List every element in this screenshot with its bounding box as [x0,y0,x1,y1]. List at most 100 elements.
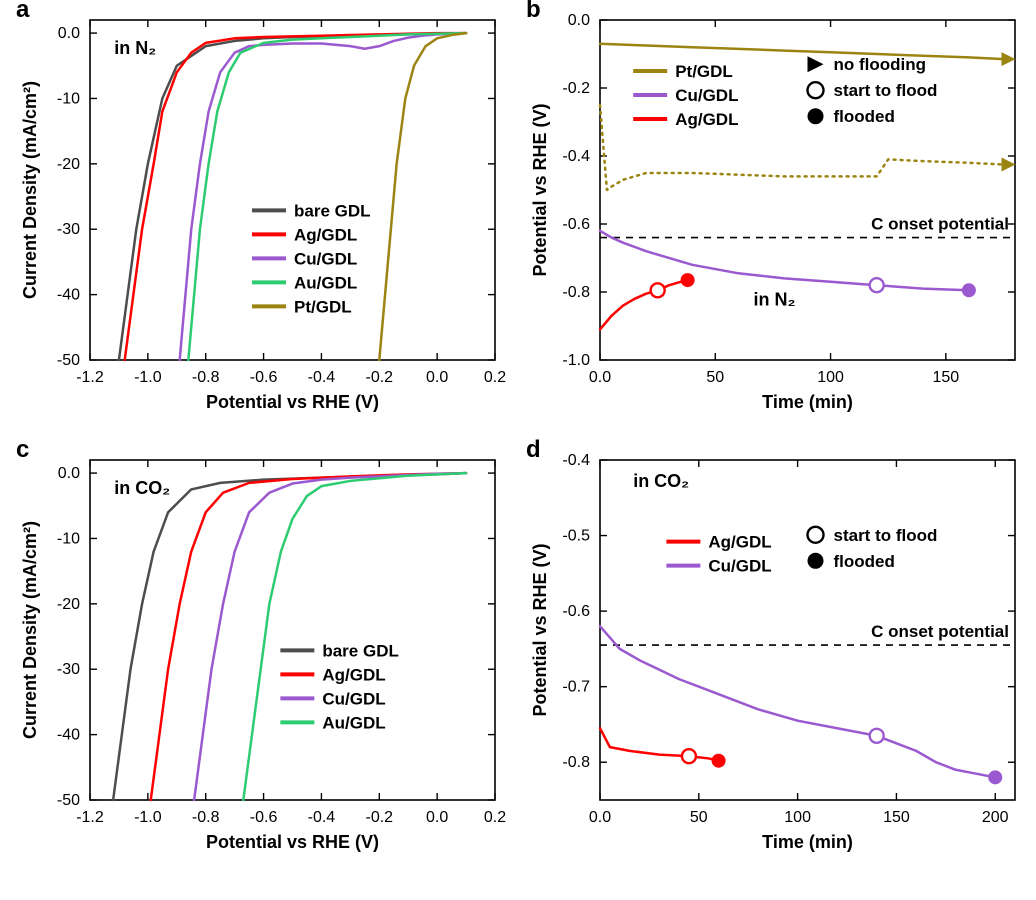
legend-item-label: Au/GDL [322,713,385,732]
svg-text:-0.5: -0.5 [562,528,590,545]
svg-text:100: 100 [817,369,844,386]
arrow-right-icon [1001,158,1015,172]
svg-text:150: 150 [932,369,959,386]
x-axis-label: Time (min) [762,392,853,412]
svg-text:-0.8: -0.8 [192,809,220,826]
svg-text:-30: -30 [57,661,80,678]
svg-text:0.2: 0.2 [484,369,506,386]
filled-circle-icon [962,283,976,297]
svg-text:-50: -50 [57,352,80,369]
legend-item-label: Au/GDL [294,273,357,292]
in-gas-annotation: in CO₂ [114,478,170,498]
series-line [600,728,719,760]
svg-text:-0.6: -0.6 [250,369,278,386]
marker-legend-label: start to flood [834,526,938,545]
open-circle-icon [651,283,665,297]
series-line [113,473,466,800]
svg-text:0.2: 0.2 [484,809,506,826]
panel-label: b [526,0,541,24]
legend-item-label: bare GDL [294,201,371,220]
series-line [243,473,466,800]
c-onset-label: C onset potential [871,622,1009,641]
svg-text:50: 50 [690,809,708,826]
svg-text:0.0: 0.0 [589,369,611,386]
svg-text:-30: -30 [57,221,80,238]
svg-text:-0.4: -0.4 [562,148,590,165]
legend-item-label: Cu/GDL [708,557,771,576]
triangle-right-icon [808,56,824,72]
legend-item-label: Pt/GDL [294,297,352,316]
in-gas-annotation: in N₂ [754,290,796,310]
svg-text:0.0: 0.0 [58,465,80,482]
legend-item-label: bare GDL [322,641,399,660]
figure-root: a -1.2 -1.0 -0.8 -0.6 -0.4 -0.2 0.0 0.2 -50 -40 -30… [0,0,1036,900]
filled-circle-icon [808,108,824,124]
svg-text:-20: -20 [57,596,80,613]
svg-text:100: 100 [784,809,811,826]
open-circle-icon [870,278,884,292]
svg-text:-0.6: -0.6 [562,216,590,233]
panel-label: c [16,436,29,464]
svg-text:0.0: 0.0 [426,369,448,386]
svg-text:-20: -20 [57,156,80,173]
filled-circle-icon [681,273,695,287]
arrow-right-icon [1001,52,1015,66]
svg-text:0.0: 0.0 [426,809,448,826]
y-axis-label: Potential vs RHE (V) [530,103,550,276]
svg-text:-50: -50 [57,792,80,809]
svg-text:-1.0: -1.0 [134,809,162,826]
series-line [600,44,1003,59]
series-line [119,33,466,360]
filled-circle-icon [808,553,824,569]
marker-legend-label: flooded [834,552,895,571]
svg-text:-0.6: -0.6 [562,603,590,620]
panel-c: c-1.2-1.0-0.8-0.6-0.4-0.20.00.2-50-40-30… [10,440,510,870]
svg-text:0.0: 0.0 [589,809,611,826]
open-circle-icon [870,729,884,743]
svg-text:-0.4: -0.4 [308,809,336,826]
legend-item-label: Ag/GDL [708,533,771,552]
svg-text:-0.4: -0.4 [308,369,336,386]
open-circle-icon [682,749,696,763]
svg-text:-0.8: -0.8 [192,369,220,386]
series-line [194,473,466,800]
svg-text:0.0: 0.0 [568,12,590,29]
svg-text:-0.2: -0.2 [365,369,393,386]
svg-text:-0.8: -0.8 [562,284,590,301]
c-onset-label: C onset potential [871,215,1009,234]
legend-item-label: Cu/GDL [675,86,738,105]
legend-item-label: Pt/GDL [675,62,733,81]
y-axis-label: Current Density (mA/cm²) [20,521,40,739]
svg-text:150: 150 [883,809,910,826]
in-gas-annotation: in CO₂ [633,471,689,491]
svg-text:200: 200 [982,809,1009,826]
in-gas-annotation: in N₂ [114,38,156,58]
panel-b: b0.050100150-1.0-0.8-0.6-0.4-0.20.0Time … [520,0,1030,430]
legend-item-label: Ag/GDL [675,110,738,129]
filled-circle-icon [988,770,1002,784]
series-line [151,473,466,800]
svg-text:50: 50 [706,369,724,386]
open-circle-icon [808,527,824,543]
series-line [600,231,969,290]
svg-text:-1.0: -1.0 [562,352,590,369]
y-axis-label: Potential vs RHE (V) [530,543,550,716]
svg-text:-1.2: -1.2 [76,369,104,386]
svg-text:-40: -40 [57,287,80,304]
series-line [600,280,688,329]
svg-text:-0.7: -0.7 [562,679,590,696]
legend-item-label: Cu/GDL [294,249,357,268]
x-axis-label: Time (min) [762,832,853,852]
panel-label: d [526,436,541,464]
panel-label: a [16,0,29,24]
legend-item-label: Ag/GDL [322,665,385,684]
svg-text:-10: -10 [57,530,80,547]
svg-text:-0.4: -0.4 [562,452,590,469]
svg-text:-10: -10 [57,90,80,107]
svg-text:-0.6: -0.6 [250,809,278,826]
filled-circle-icon [712,754,726,768]
panel-d: d0.050100150200-0.8-0.7-0.6-0.5-0.4Time … [520,440,1030,870]
legend-item-label: Ag/GDL [294,225,357,244]
series-line [379,33,466,360]
marker-legend-label: start to flood [834,81,938,100]
